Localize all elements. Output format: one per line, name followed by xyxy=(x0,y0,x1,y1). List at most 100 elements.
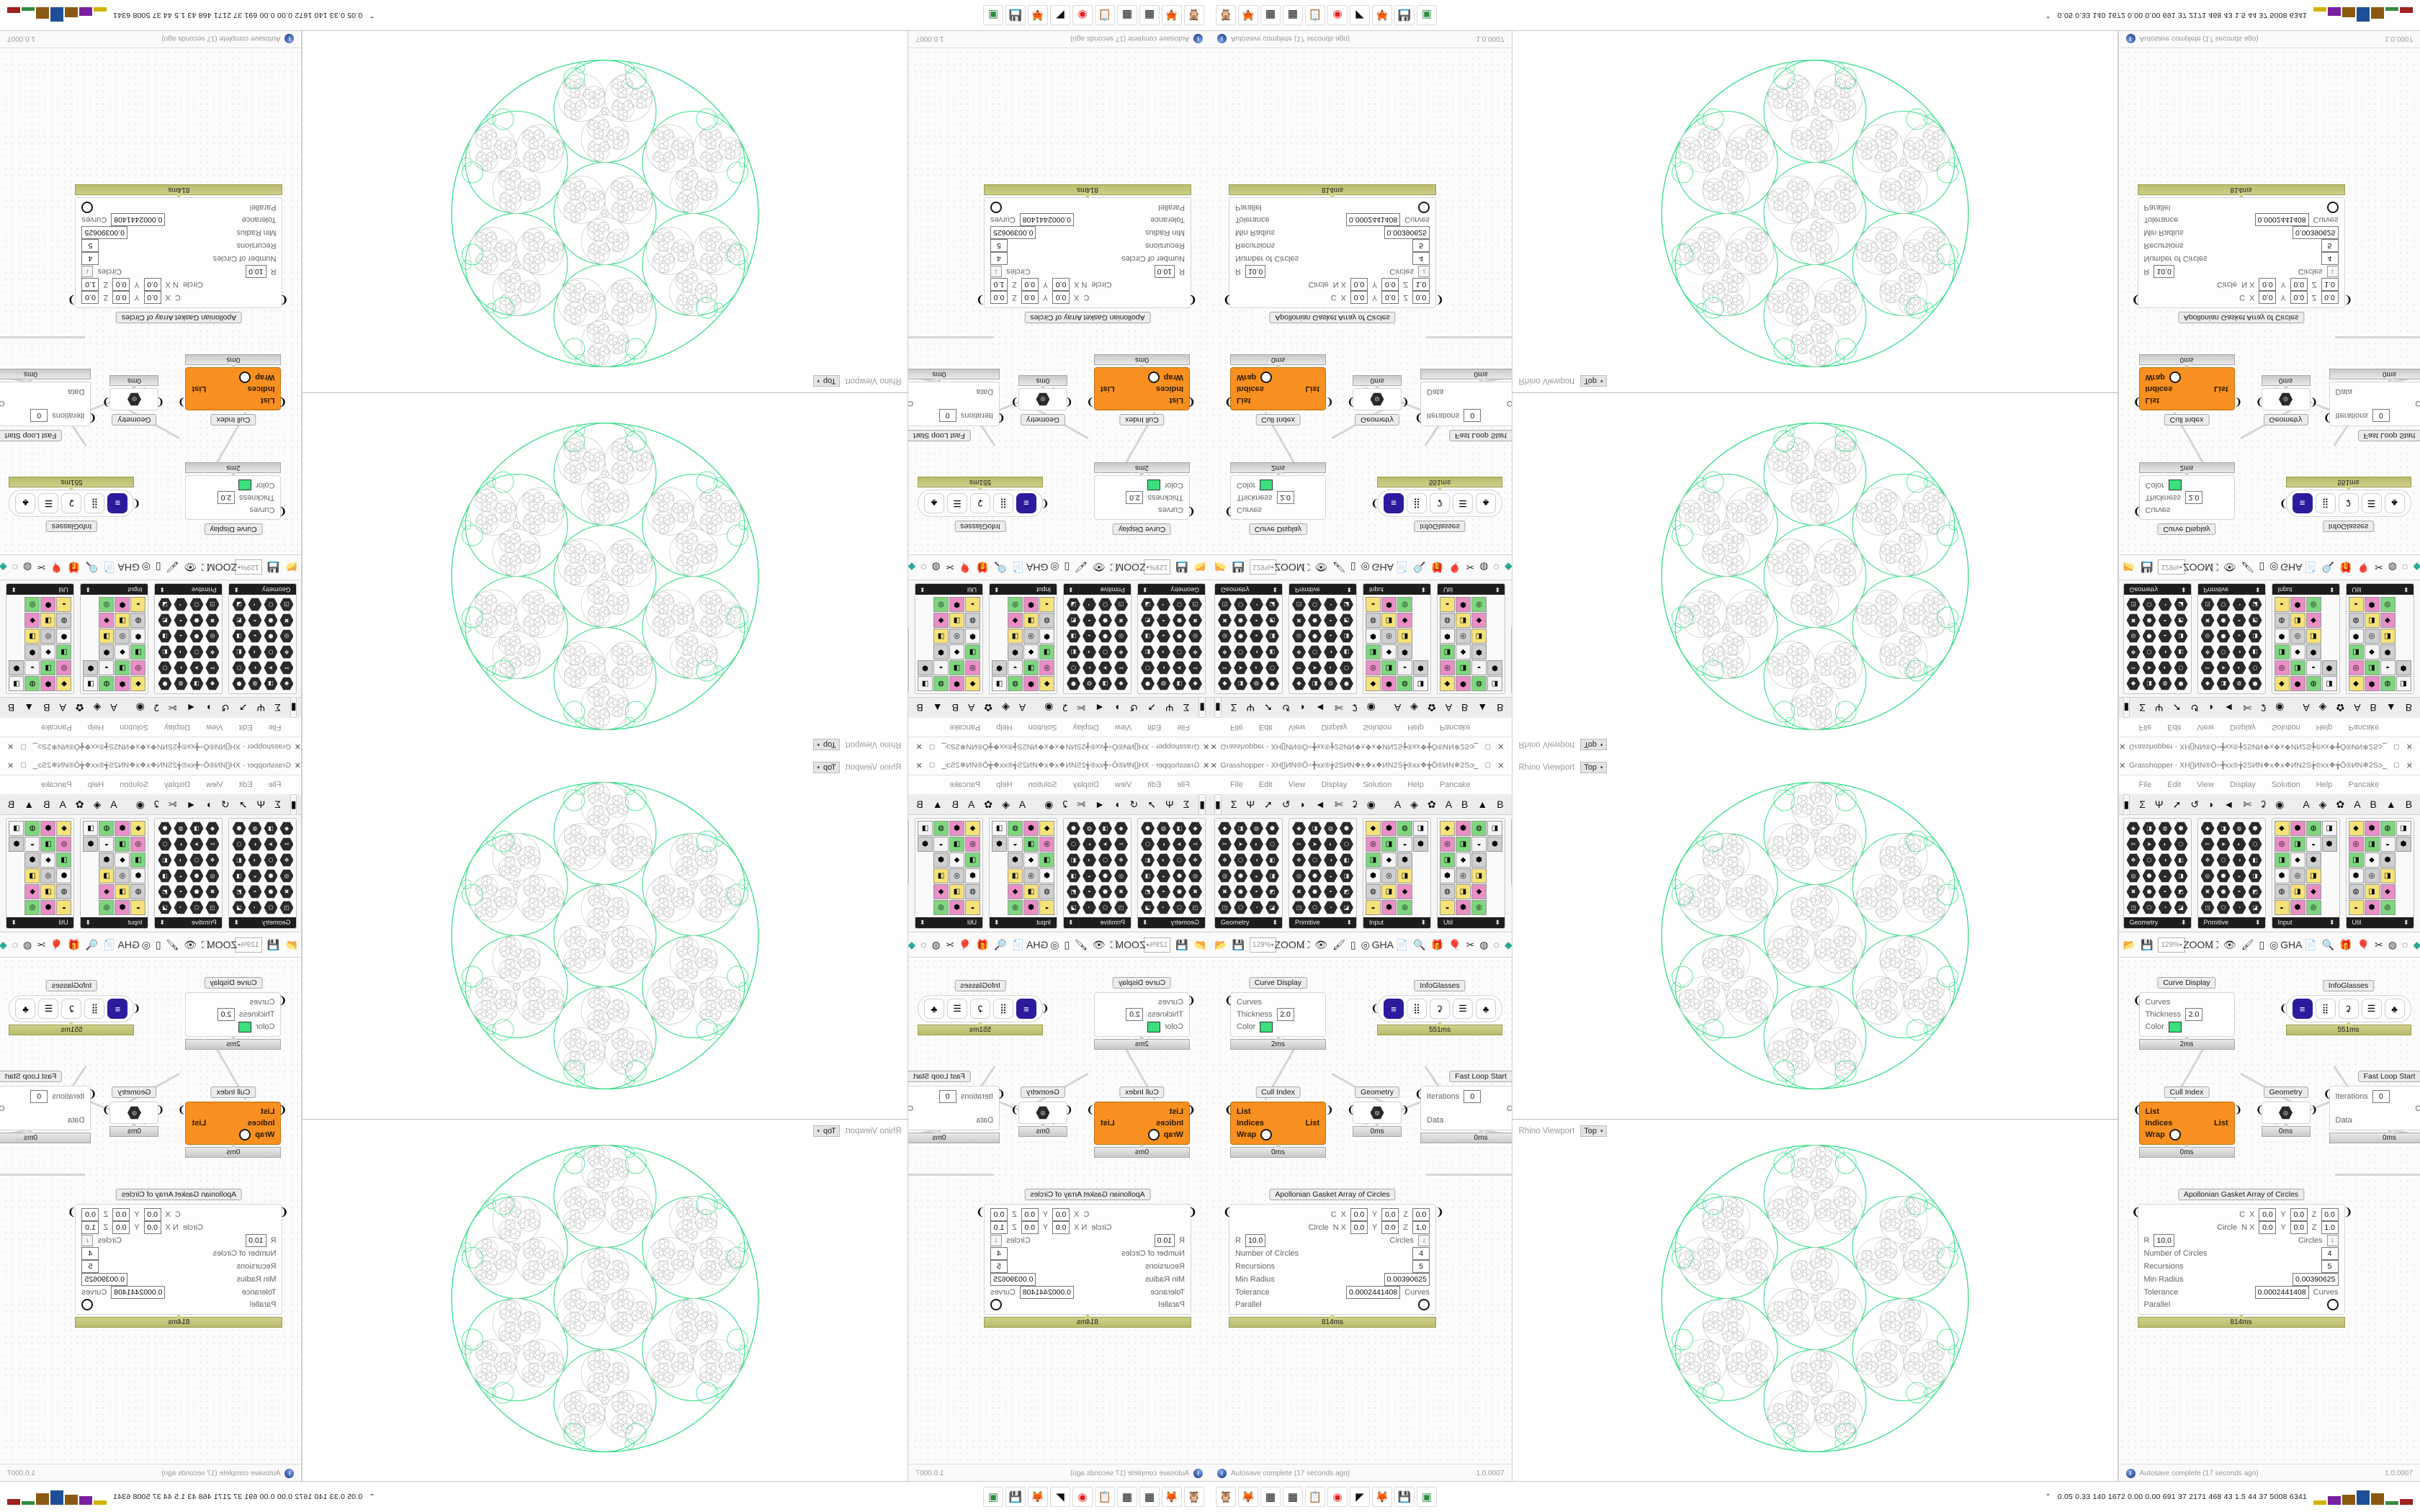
ribbon-component-icon[interactable]: ⬢ xyxy=(24,852,40,868)
maximize-icon[interactable]: □ xyxy=(1485,760,1491,770)
ribbon-component-icon[interactable]: ◒ xyxy=(1156,868,1171,883)
menu-item-edit[interactable]: Edit xyxy=(238,723,253,732)
param-row[interactable]: List xyxy=(2146,395,2228,406)
ribbon-component-icon[interactable]: ◍ xyxy=(99,676,115,691)
ribbon-component-icon[interactable]: ◒ xyxy=(248,868,263,883)
close-window-icon[interactable]: ✕ xyxy=(915,761,923,770)
ribbon-component-icon[interactable]: ✖ xyxy=(1217,884,1232,899)
iterations-value[interactable]: 0 xyxy=(2372,1090,2390,1103)
param-row[interactable]: C X 0.0 Y 0.0 Z 0.0 xyxy=(990,1208,1185,1221)
taskbar-icon-rhino[interactable]: ◤ xyxy=(1350,1487,1370,1507)
ribbon-component-icon[interactable]: ◎ xyxy=(2126,629,2141,644)
ribbon-component-icon[interactable]: ◨ xyxy=(2305,629,2321,644)
ribbon-component-icon[interactable]: ⬢ xyxy=(1471,644,1487,660)
radius-value[interactable]: 10.0 xyxy=(1245,1234,1266,1247)
cy-value[interactable]: 0.0 xyxy=(2290,1208,2308,1221)
ribbon-component-icon[interactable]: ◎ xyxy=(40,868,56,883)
ribbon-component-icon[interactable]: ◆ xyxy=(115,644,130,660)
arrow-down-icon[interactable]: ↓ xyxy=(81,266,94,277)
gh-tab-0[interactable]: ▮ xyxy=(2123,794,2130,814)
ribbon-component-icon[interactable]: ◧ xyxy=(1066,644,1081,660)
ribbon-component-icon[interactable]: ◨ xyxy=(1066,629,1081,644)
ribbon-component-icon[interactable]: ◨ xyxy=(933,868,949,883)
gh-tab-4[interactable]: ↺ xyxy=(2190,798,2200,810)
param-row[interactable]: Wrap xyxy=(192,1129,275,1140)
ribbon-component-icon[interactable]: ⬢ xyxy=(1023,676,1039,691)
node-input-port[interactable]: ❨ xyxy=(1224,505,1233,517)
node-output-port[interactable]: ❩ xyxy=(177,396,187,408)
param-row[interactable]: Recursions 5 xyxy=(990,1260,1185,1273)
ribbon-component-icon[interactable]: ◨ xyxy=(1366,644,1381,660)
close-window-icon[interactable]: ✕ xyxy=(2406,761,2413,770)
param-row[interactable]: Min Radius 0.00390625 xyxy=(990,226,1185,239)
param-row[interactable]: Thickness 2.0 xyxy=(1237,1008,1319,1021)
infoglass-icon-list[interactable]: ☰ xyxy=(38,999,59,1019)
ribbon-component-icon[interactable]: ◆ xyxy=(1113,676,1129,691)
param-row[interactable]: Circle N X 0.0 Y 0.0 Z 1.0 xyxy=(81,278,277,291)
ribbon-component-icon[interactable]: ◧ xyxy=(1140,644,1155,660)
node-body[interactable]: ❨ ❨ ❨ ❩ List Indices List Wrap xyxy=(1224,367,1334,410)
ribbon-component-icon[interactable]: ◧ xyxy=(2248,852,2263,868)
nx-value[interactable]: 0.0 xyxy=(1350,1221,1368,1234)
ribbon-component-icon[interactable]: ◍ xyxy=(1323,821,1338,836)
wrap-toggle[interactable] xyxy=(1147,372,1160,383)
chevron-down-icon[interactable]: ⬍ xyxy=(11,919,17,926)
menu-item-view[interactable]: View xyxy=(1288,723,1306,732)
gha-assemblies-icon[interactable]: ◎ xyxy=(1361,562,1370,574)
menu-item-pancake[interactable]: Pancake xyxy=(1439,723,1471,732)
ribbon-component-icon[interactable]: ⬢ xyxy=(2174,821,2189,836)
ribbon-component-icon[interactable]: ◎ xyxy=(205,629,220,644)
gh-node-geometry[interactable]: Geometry ❨ ❩ ◎ 0ms xyxy=(102,1086,165,1137)
cz-value[interactable]: 0.0 xyxy=(2321,291,2339,304)
search-icon[interactable]: 📄 xyxy=(1395,562,1409,574)
param-row[interactable]: Circle N X 0.0 Y 0.0 Z 1.0 xyxy=(2144,1221,2339,1234)
param-row[interactable]: List xyxy=(1237,1106,1319,1117)
shade-off-icon[interactable]: ✂ xyxy=(1466,562,1475,574)
chevron-down-icon[interactable]: ⬍ xyxy=(920,919,926,926)
ribbon-component-icon[interactable]: ⬢ xyxy=(2216,868,2231,883)
ribbon-component-icon[interactable]: ❖ xyxy=(1291,644,1307,660)
node-body[interactable]: ❨ ❨ ❨ ❩ List Indices List Wrap xyxy=(1086,1102,1196,1145)
node-input-port[interactable]: ❨ xyxy=(2323,1089,2332,1100)
ribbon-component-icon[interactable]: ◨ xyxy=(1023,613,1039,628)
ribbon-component-icon[interactable]: ◨ xyxy=(1366,852,1381,868)
param-row[interactable]: Parallel xyxy=(990,1299,1185,1310)
shade-wire-icon[interactable]: ◍ xyxy=(931,938,941,950)
param-row[interactable]: Thickness 2.0 xyxy=(1101,491,1183,504)
ribbon-component-icon[interactable]: ❖ xyxy=(1188,852,1203,868)
gh-tab-right-6[interactable]: B xyxy=(7,702,15,714)
ribbon-component-icon[interactable]: ◒ xyxy=(1156,629,1171,644)
ribbon-component-icon[interactable]: ◍ xyxy=(2305,676,2321,691)
ribbon-component-icon[interactable]: ➤ xyxy=(1307,660,1322,675)
ribbon-component-icon[interactable]: ✂ xyxy=(2200,837,2215,852)
save-file-icon[interactable]: 💾 xyxy=(1232,562,1245,574)
ribbon-component-icon[interactable]: ➤ xyxy=(1098,660,1113,675)
scissors-icon[interactable]: 🎈 xyxy=(50,938,63,950)
ribbon-component-icon[interactable]: ⬢ xyxy=(1140,676,1155,691)
gh-tab-5[interactable]: ◗ xyxy=(1113,702,1121,714)
ribbon-component-icon[interactable]: ◒ xyxy=(24,837,40,852)
ribbon-component-icon[interactable]: ◨ xyxy=(992,676,1007,691)
ribbon-component-icon[interactable]: ◒ xyxy=(56,597,72,612)
chevron-down-icon[interactable]: ⬍ xyxy=(1346,919,1352,926)
menu-item-display[interactable]: Display xyxy=(1072,723,1099,732)
infoglass-icon-puzzle[interactable]: ♣ xyxy=(1476,999,1496,1019)
ribbon-component-icon[interactable]: ◨ xyxy=(115,884,130,899)
gh-tab-3[interactable]: ➚ xyxy=(1147,702,1156,714)
ribbon-component-icon[interactable]: ➤ xyxy=(1233,660,1248,675)
param-row[interactable]: Indices List xyxy=(2146,383,2228,395)
ribbon-component-icon[interactable]: ◨ xyxy=(965,644,980,660)
thickness-value[interactable]: 2.0 xyxy=(1126,491,1144,504)
ribbon-component-icon[interactable]: ⬡ xyxy=(232,660,247,675)
node-input-port[interactable]: ❨ xyxy=(2255,396,2264,408)
ribbon-component-icon[interactable]: ⬢ xyxy=(9,837,24,852)
ribbon-component-icon[interactable]: ⬢ xyxy=(1487,660,1502,675)
iterations-value[interactable]: 0 xyxy=(1464,409,1482,422)
ribbon-component-icon[interactable]: ◆ xyxy=(1440,676,1455,691)
ny-value[interactable]: 0.0 xyxy=(2290,1221,2308,1234)
gh-tab-right-0[interactable]: A xyxy=(1394,702,1402,714)
ribbon-component-icon[interactable]: ⬢ xyxy=(115,821,130,836)
gh-tab-1[interactable]: Σ xyxy=(1183,702,1190,714)
save-file-icon[interactable]: 💾 xyxy=(2140,938,2154,950)
